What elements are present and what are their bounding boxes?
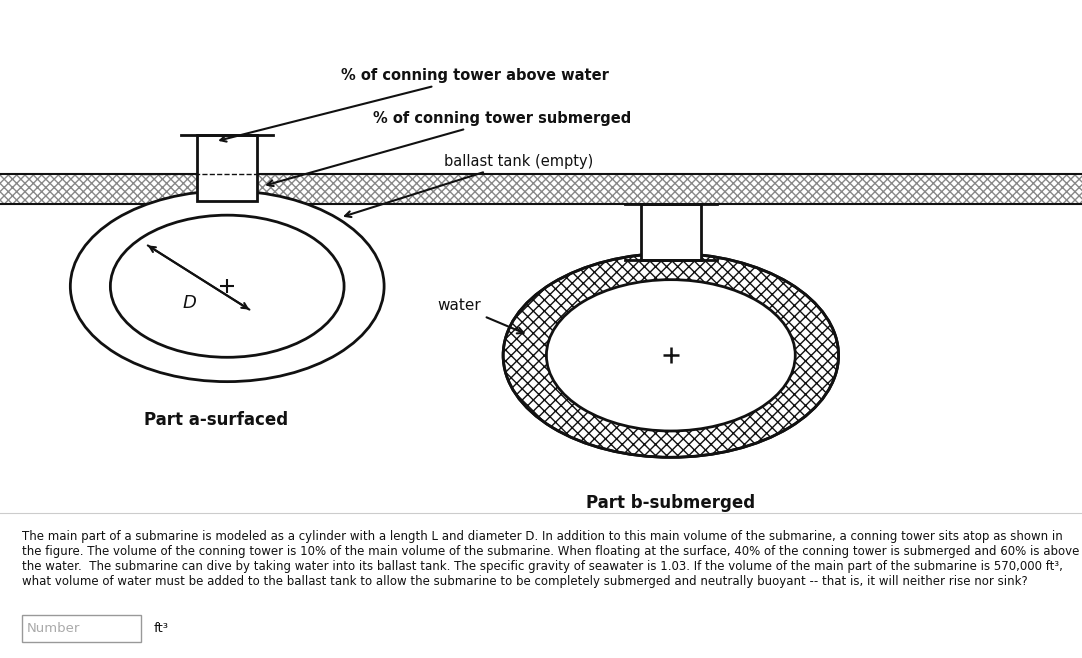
Text: The main part of a submarine is modeled as a cylinder with a length L and diamet: The main part of a submarine is modeled … [22, 530, 1079, 588]
Circle shape [546, 280, 795, 431]
Text: ballast tank (empty): ballast tank (empty) [345, 154, 593, 217]
Circle shape [503, 253, 839, 457]
Bar [0, 174, 1082, 204]
Text: % of conning tower submerged: % of conning tower submerged [267, 111, 632, 186]
Circle shape [70, 191, 384, 382]
Text: Part b-submerged: Part b-submerged [586, 494, 755, 511]
FancyBboxPatch shape [22, 615, 141, 642]
Text: Part a-surfaced: Part a-surfaced [144, 411, 289, 429]
Circle shape [110, 215, 344, 357]
Text: D: D [183, 293, 196, 312]
Text: water: water [438, 299, 524, 334]
Text: Number: Number [27, 622, 80, 635]
Bar [641, 204, 701, 260]
Text: ft³: ft³ [154, 622, 169, 635]
Text: % of conning tower above water: % of conning tower above water [221, 68, 609, 141]
Bar [197, 135, 258, 201]
